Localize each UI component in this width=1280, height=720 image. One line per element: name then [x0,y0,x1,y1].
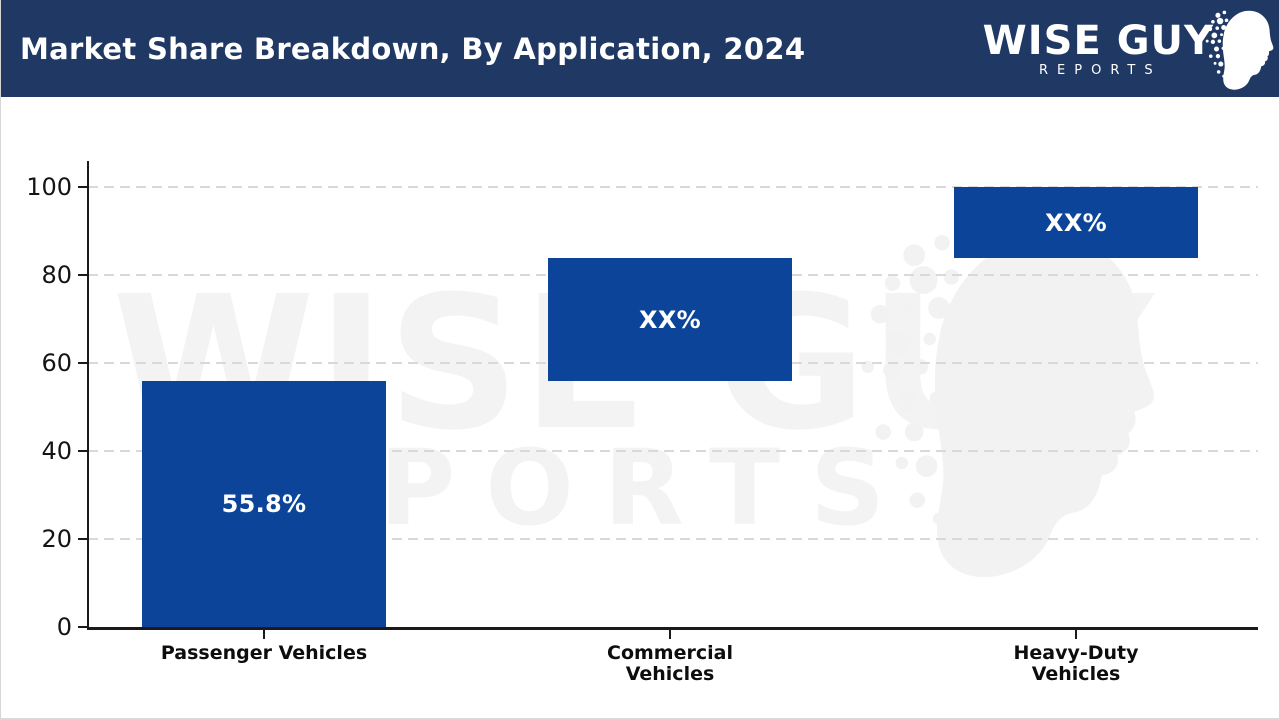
bar-value-label: XX% [639,305,701,334]
x-axis-spine [87,627,1258,630]
x-axis-label: Heavy-Duty Vehicles [916,643,1236,685]
bar: 55.8% [142,381,386,627]
x-axis-label-line: Vehicles [1031,663,1121,685]
y-tick-mark [78,450,87,452]
y-tick-mark [78,538,87,540]
y-tick-label: 100 [26,173,72,201]
x-axis-label-line: Vehicles [625,663,715,685]
brand-subtext: REPORTS [1039,62,1162,78]
y-axis-spine [87,161,89,630]
bar: XX% [548,258,792,382]
y-gridline [88,450,1258,452]
y-tick-label: 20 [41,525,72,553]
y-tick-label: 0 [56,613,72,641]
y-gridline [88,538,1258,540]
chart-title: Market Share Breakdown, By Application, … [20,31,806,66]
brand-logo: WISE GUY REPORTS [983,5,1274,93]
y-tick-label: 40 [41,437,72,465]
header-bar: Market Share Breakdown, By Application, … [0,0,1280,97]
plot: 0 20 40 60 80 100 55.8% Passenger Vehicles XX% Co… [0,97,1280,720]
chart-area: WISE GUY REPORTS 0 20 40 60 80 100 55.8% Passen… [0,97,1280,720]
y-tick-mark [78,186,87,188]
x-tick-mark [669,630,671,639]
y-tick-label: 80 [41,261,72,289]
y-tick-mark [78,362,87,364]
x-axis-label: Commercial Vehicles [510,643,830,685]
brand-wordmark: WISE GUY [982,17,1214,64]
y-gridline [88,186,1258,188]
brand-face-icon [1202,6,1274,92]
y-tick-label: 60 [41,349,72,377]
x-axis-label: Passenger Vehicles [104,643,424,664]
x-axis-label-line: Commercial [607,642,733,664]
x-axis-label-line: Passenger Vehicles [160,642,368,664]
brand-logo-text: WISE GUY REPORTS [983,20,1214,79]
y-tick-mark [78,626,87,628]
bar: XX% [954,187,1198,259]
bar-value-label: 55.8% [221,490,307,519]
x-axis-label-line: Heavy-Duty [1013,642,1139,664]
x-tick-mark [1075,630,1077,639]
bar-value-label: XX% [1045,208,1107,237]
x-tick-mark [263,630,265,639]
y-tick-mark [78,274,87,276]
